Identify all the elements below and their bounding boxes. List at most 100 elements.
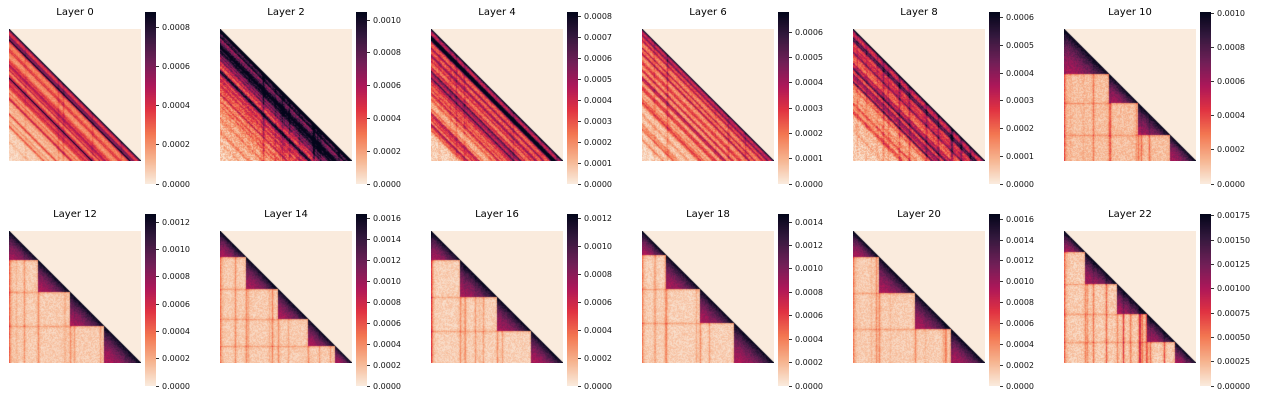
tick-mark-icon — [156, 221, 159, 223]
subplot-layer-12: Layer 12 0.0012 0.0010 0.0008 0.0006 0.0004 0… — [0, 202, 211, 404]
subplot-title: Layer 10 — [1108, 7, 1152, 18]
colorbar-tick: 0.0010 — [578, 242, 612, 251]
colorbar-tick-label: 0.0008 — [162, 272, 190, 282]
colorbar-tick-label: 0.0000 — [795, 179, 823, 189]
colorbar-tick: 0.0006 — [156, 300, 190, 309]
tick-mark-icon — [367, 385, 370, 387]
colorbar-tick-label: 0.0001 — [1006, 151, 1034, 161]
tick-mark-icon — [578, 120, 581, 122]
colorbar-tick: 0.0004 — [367, 340, 401, 349]
colorbar-tick: 0.0004 — [1000, 340, 1034, 349]
colorbar-tick-label: 0.0012 — [373, 255, 401, 265]
colorbar-gradient — [989, 214, 1000, 386]
colorbar-tick-label: 0.0004 — [162, 326, 190, 336]
colorbar-ticks: 0.0012 0.0010 0.0008 0.0006 0.0004 0.0002 0.00… — [578, 214, 626, 391]
attention-heatmap-canvas — [220, 29, 352, 161]
tick-mark-icon — [789, 107, 792, 109]
tick-mark-icon — [789, 57, 792, 59]
colorbar-gradient — [356, 12, 367, 184]
colorbar-tick: 0.0012 — [578, 214, 612, 223]
colorbar-tick-label: 0.0010 — [373, 15, 401, 25]
tick-mark-icon — [1211, 13, 1214, 15]
colorbar-tick-label: 0.0006 — [373, 318, 401, 328]
tick-mark-icon — [1000, 44, 1003, 46]
tick-mark-icon — [578, 273, 581, 275]
colorbar-tick-label: 0.0000 — [162, 381, 190, 391]
colorbar-tick: 0.00125 — [1211, 260, 1250, 269]
tick-mark-icon — [156, 358, 159, 360]
colorbar-tick: 0.0002 — [156, 354, 190, 363]
colorbar-tick: 0.0000 — [1000, 382, 1034, 391]
tick-mark-icon — [367, 52, 370, 54]
colorbar-tick: 0.0010 — [1211, 9, 1245, 18]
tick-mark-icon — [367, 259, 370, 261]
plot-area: Layer 2 — [220, 0, 352, 161]
colorbar-tick: 0.0006 — [156, 62, 190, 71]
subplot-layer-4: Layer 4 0.0008 0.0007 0.0006 0.0005 0.0004 0.… — [422, 0, 633, 202]
colorbar-tick: 0.0008 — [1211, 43, 1245, 52]
colorbar-tick-label: 0.0004 — [1006, 68, 1034, 78]
tick-mark-icon — [789, 362, 792, 364]
tick-mark-icon — [156, 276, 159, 278]
colorbar-tick: 0.0007 — [578, 33, 612, 42]
colorbar-tick: 0.00175 — [1211, 211, 1250, 220]
tick-mark-icon — [1000, 281, 1003, 283]
colorbar-ticks: 0.0006 0.0005 0.0004 0.0003 0.0002 0.0001 0.00… — [1000, 12, 1048, 189]
colorbar-tick-label: 0.0002 — [584, 353, 612, 363]
colorbar-tick-label: 0.0004 — [795, 78, 823, 88]
colorbar-tick: 0.0002 — [1000, 361, 1034, 370]
tick-mark-icon — [1000, 385, 1003, 387]
colorbar-gradient — [356, 214, 367, 386]
colorbar-tick-label: 0.0010 — [795, 264, 823, 274]
colorbar-tick: 0.0000 — [578, 180, 612, 189]
colorbar-tick-label: 0.0000 — [373, 179, 401, 189]
subplot-layer-18: Layer 18 0.0014 0.0012 0.0010 0.0008 0.0006 0… — [633, 202, 844, 404]
subplot-layer-20: Layer 20 0.0016 0.0014 0.0012 0.0010 0.0008 0… — [844, 202, 1055, 404]
colorbar-tick: 0.0002 — [367, 361, 401, 370]
attention-heatmap-canvas — [220, 231, 352, 363]
colorbar-tick: 0.00050 — [1211, 333, 1250, 342]
colorbar-tick: 0.00000 — [1211, 382, 1250, 391]
colorbar-tick-label: 0.0008 — [162, 23, 190, 33]
attention-heatmap-canvas — [431, 29, 563, 161]
tick-mark-icon — [578, 57, 581, 59]
colorbar: 0.0008 0.0007 0.0006 0.0005 0.0004 0.0003 0.00… — [567, 0, 626, 189]
colorbar-tick: 0.0004 — [1000, 69, 1034, 78]
subplot-layer-8: Layer 8 0.0006 0.0005 0.0004 0.0003 0.0002 0.… — [844, 0, 1055, 202]
tick-mark-icon — [1211, 361, 1214, 363]
tick-mark-icon — [367, 343, 370, 345]
colorbar-tick: 0.0005 — [789, 53, 823, 62]
colorbar-tick: 0.0008 — [367, 298, 401, 307]
colorbar-tick: 0.0006 — [367, 81, 401, 90]
tick-mark-icon — [1000, 322, 1003, 324]
colorbar-tick: 0.0003 — [789, 104, 823, 113]
colorbar-tick-label: 0.0006 — [584, 297, 612, 307]
colorbar-tick-label: 0.0002 — [584, 137, 612, 147]
colorbar-tick-label: 0.00025 — [1217, 357, 1251, 367]
colorbar-tick-label: 0.0005 — [584, 74, 612, 84]
colorbar-tick: 0.0004 — [789, 78, 823, 87]
tick-mark-icon — [156, 66, 159, 68]
colorbar-tick-label: 0.00000 — [1217, 381, 1251, 391]
plot-area: Layer 8 — [853, 0, 985, 161]
subplot-layer-10: Layer 10 0.0010 0.0008 0.0006 0.0004 0.0002 0… — [1055, 0, 1266, 202]
tick-mark-icon — [789, 132, 792, 134]
tick-mark-icon — [1000, 72, 1003, 74]
colorbar-tick: 0.0000 — [1000, 180, 1034, 189]
colorbar-tick-label: 0.0002 — [1006, 360, 1034, 370]
colorbar-gradient — [1200, 214, 1211, 386]
colorbar-tick: 0.0000 — [789, 382, 823, 391]
tick-mark-icon — [578, 99, 581, 101]
colorbar-tick-label: 0.00075 — [1217, 308, 1251, 318]
tick-mark-icon — [1000, 100, 1003, 102]
colorbar-tick: 0.0002 — [1211, 145, 1245, 154]
colorbar: 0.0010 0.0008 0.0006 0.0004 0.0002 0.0000 — [356, 0, 415, 189]
colorbar-tick-label: 0.0007 — [584, 32, 612, 42]
colorbar-tick: 0.0014 — [789, 218, 823, 227]
tick-mark-icon — [367, 364, 370, 366]
colorbar-tick-label: 0.0010 — [1217, 9, 1245, 19]
colorbar-tick: 0.0002 — [367, 147, 401, 156]
tick-mark-icon — [156, 105, 159, 107]
colorbar-ticks: 0.0016 0.0014 0.0012 0.0010 0.0008 0.0006 0.00… — [367, 214, 415, 391]
tick-mark-icon — [1211, 239, 1214, 241]
